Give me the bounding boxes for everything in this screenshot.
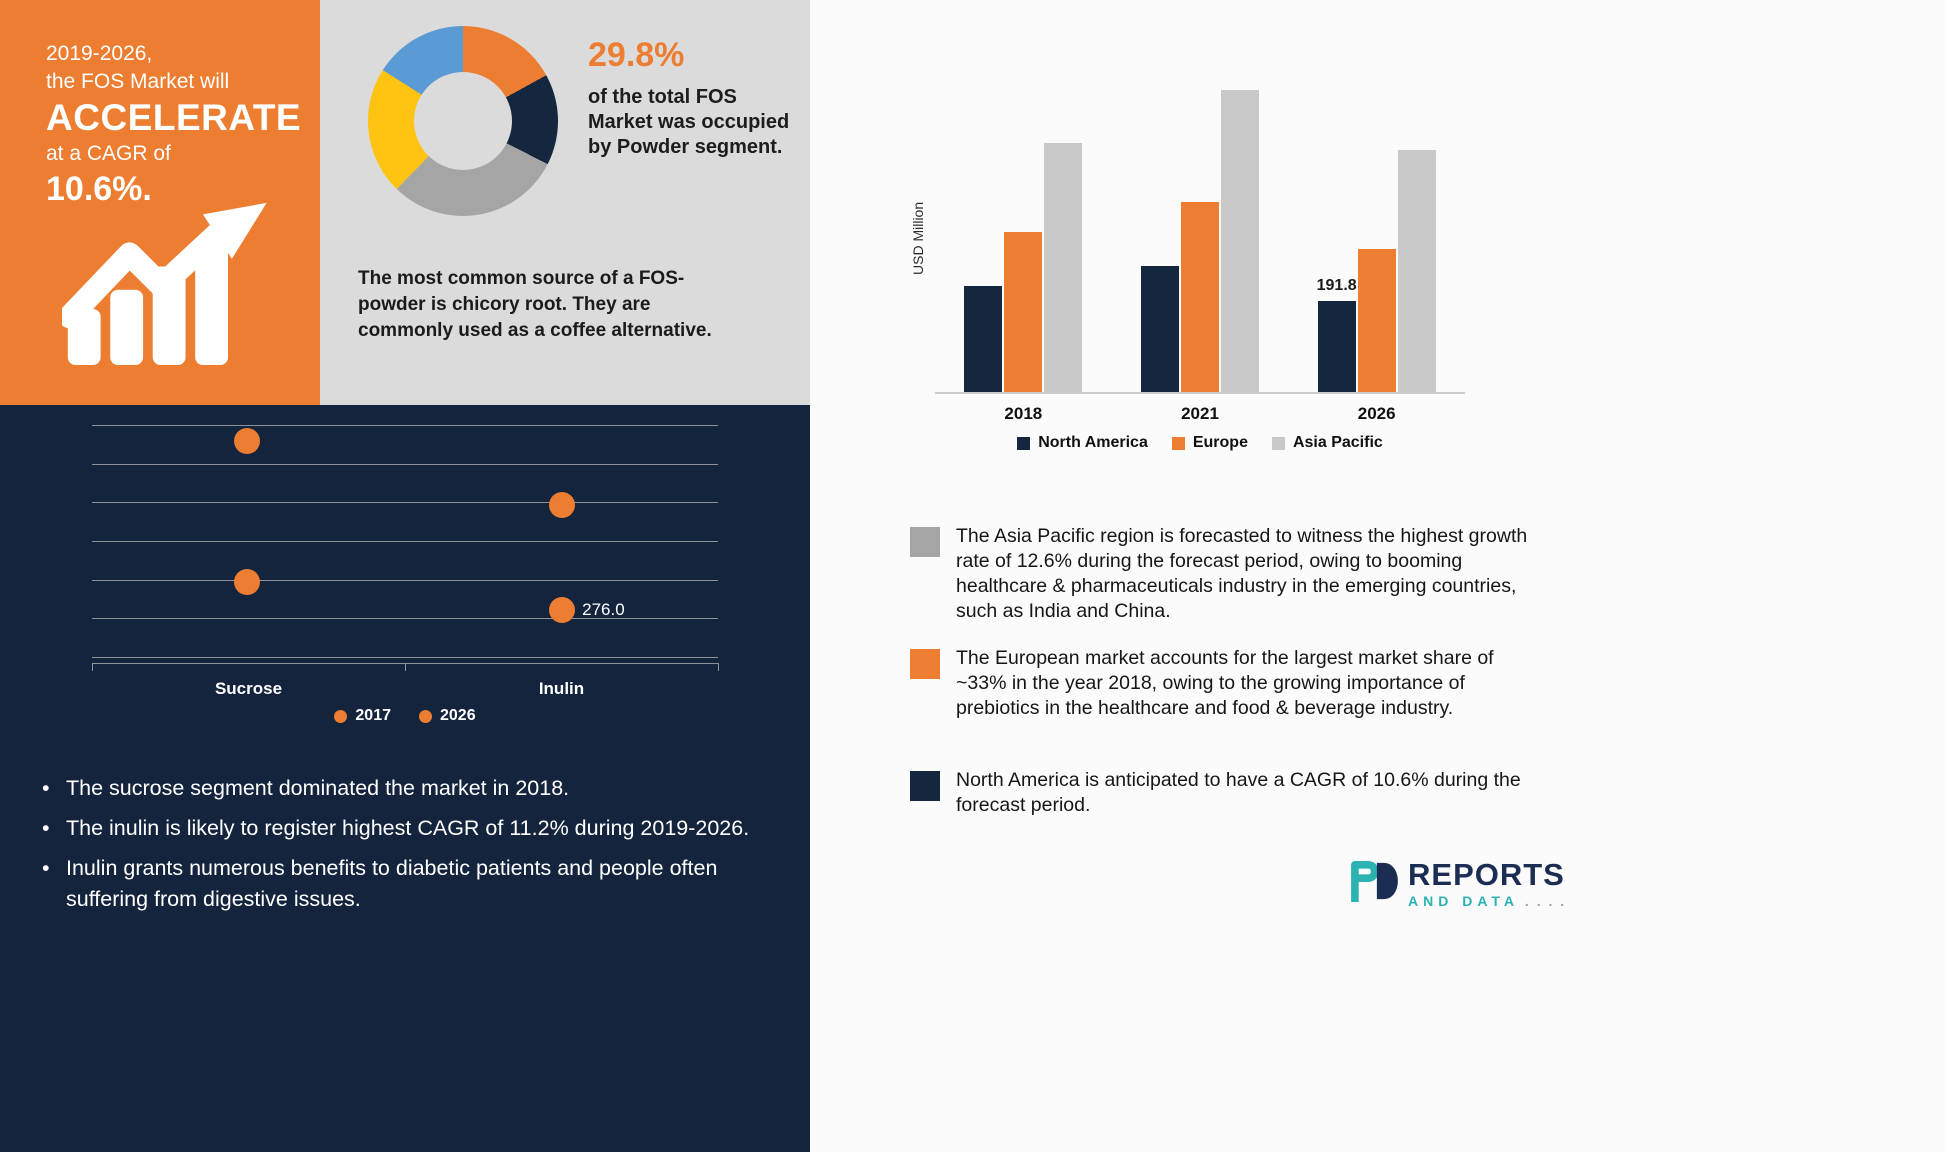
- bar-group-2018: [964, 143, 1083, 392]
- reports-and-data-logo: REPORTS AND DATA . . . .: [1350, 857, 1566, 909]
- hero-accelerate: ACCELERATE: [46, 97, 302, 138]
- region-chart-legend: North America Europe Asia Pacific: [935, 434, 1465, 452]
- gridline: [92, 502, 718, 504]
- bullet-item: Inulin grants numerous benefits to diabe…: [40, 853, 788, 915]
- data-point-sucrose: [234, 428, 261, 454]
- bar-asia-pacific-2021: [1220, 90, 1259, 392]
- logo-tagline-dots: . . . .: [1519, 893, 1567, 909]
- data-point-label: 276.0: [582, 599, 625, 619]
- legend-square-icon: [1171, 436, 1185, 450]
- bar-europe-2021: [1180, 202, 1219, 392]
- data-point-sucrose: [234, 569, 261, 596]
- legend-item-asia-pacific: Asia Pacific: [1271, 434, 1383, 452]
- asia-pacific-marker-icon: [910, 527, 940, 557]
- bar-value-label: 191.8: [1316, 277, 1357, 294]
- data-point-inulin: [549, 492, 576, 519]
- insight-europe: The European market accounts for the lar…: [910, 646, 1542, 721]
- gridline: [92, 657, 718, 658]
- segment-category-sucrose: Sucrose: [214, 679, 283, 698]
- legend-square-icon: [1271, 436, 1285, 450]
- hero-subject: the FOS Market will: [46, 70, 230, 93]
- gridline: [92, 618, 718, 620]
- logo-brand: REPORTS: [1408, 857, 1565, 892]
- bar-asia-pacific-2018: [1044, 143, 1083, 392]
- gridline: [92, 541, 718, 542]
- growth-arrow-icon: [62, 202, 267, 366]
- regional-panel: USD Million 191.8 2018 2021 2026 North A…: [810, 0, 1945, 1152]
- logo-text: REPORTS AND DATA . . . .: [1408, 857, 1566, 909]
- bar-group-2021: [1140, 90, 1259, 392]
- segment-category-inulin: Inulin: [538, 679, 585, 698]
- axis-tick: [92, 663, 93, 671]
- axis-tick: [718, 663, 719, 671]
- hero-cagr-caption: at a CAGR of: [46, 142, 171, 165]
- logo-tagline-text: AND DATA: [1408, 893, 1520, 909]
- bar-north-america-2018: [964, 286, 1003, 392]
- category-2021: 2021: [1181, 404, 1219, 423]
- region-chart-plot: 191.8: [935, 78, 1465, 394]
- legend-label: North America: [1038, 434, 1148, 451]
- legend-label: Europe: [1192, 434, 1248, 451]
- region-chart-ylabel: USD Million: [910, 201, 926, 275]
- bar-asia-pacific-2026: [1397, 150, 1436, 392]
- powder-stat-caption: of the total FOS Market was occupied by …: [588, 86, 790, 158]
- north-america-marker-icon: [910, 771, 940, 801]
- bullet-item: The sucrose segment dominated the market…: [40, 773, 788, 804]
- logo-tagline: AND DATA . . . .: [1408, 893, 1566, 909]
- legend-dot-icon: [334, 709, 348, 723]
- segments-panel: 276.0 Sucrose Inulin 2017 2026 The sucro…: [0, 405, 810, 1152]
- powder-panel: 29.8% of the total FOS Market was occupi…: [320, 0, 810, 405]
- bar-group-2026: 191.8: [1317, 150, 1436, 392]
- bar-north-america-2021: [1140, 266, 1179, 392]
- segment-chart-plot: 276.0: [92, 425, 718, 658]
- category-2018: 2018: [1004, 404, 1043, 423]
- insight-text: The Asia Pacific region is forecasted to…: [956, 525, 1528, 622]
- hero-years: 2019-2026,: [46, 42, 153, 65]
- legend-dot-icon: [419, 709, 432, 723]
- bar-europe-2018: [1004, 232, 1043, 392]
- legend-label: 2026: [440, 707, 476, 724]
- powder-stat-value: 29.8%: [588, 36, 685, 74]
- hero-cagr-value: 10.6%.: [46, 170, 152, 208]
- region-chart-categories: 2018 2021 2026: [935, 404, 1465, 424]
- logo-monogram-icon: [1351, 860, 1398, 902]
- powder-stat: 29.8% of the total FOS Market was occupi…: [588, 36, 793, 160]
- insight-text: The European market accounts for the lar…: [956, 647, 1494, 719]
- powder-donut-chart: [368, 26, 558, 216]
- axis-tick: [405, 663, 406, 671]
- bar-europe-2026: [1357, 249, 1396, 392]
- gridline: [92, 579, 718, 581]
- segment-bullet-list: The sucrose segment dominated the market…: [40, 773, 788, 924]
- legend-item-2026: 2026: [419, 707, 476, 725]
- legend-item-europe: Europe: [1171, 434, 1248, 452]
- legend-square-icon: [1017, 436, 1031, 450]
- legend-label: Asia Pacific: [1292, 434, 1383, 451]
- insight-text: North America is anticipated to have a C…: [956, 769, 1521, 816]
- donut-hole: [414, 72, 512, 170]
- powder-body-text: The most common source of a FOS-powder i…: [358, 268, 712, 341]
- gridline: [92, 463, 718, 465]
- legend-label: 2017: [355, 707, 391, 724]
- bar-north-america-2026: 191.8: [1317, 277, 1357, 392]
- category-2026: 2026: [1357, 404, 1396, 423]
- insight-north-america: North America is anticipated to have a C…: [910, 768, 1542, 818]
- bullet-item: The inulin is likely to register highest…: [40, 813, 788, 844]
- segment-chart-axis: [92, 663, 719, 671]
- insight-asia-pacific: The Asia Pacific region is forecasted to…: [910, 524, 1542, 624]
- legend-item-north-america: North America: [1017, 434, 1148, 452]
- segment-chart-legend: 2017 2026: [92, 707, 718, 725]
- gridline: [92, 425, 718, 426]
- europe-marker-icon: [910, 649, 940, 679]
- data-point-inulin: [549, 596, 576, 623]
- segment-chart-categories: Sucrose Inulin: [92, 679, 718, 699]
- legend-item-2017: 2017: [334, 707, 391, 725]
- hero-panel: 2019-2026, the FOS Market will ACCELERAT…: [0, 0, 320, 405]
